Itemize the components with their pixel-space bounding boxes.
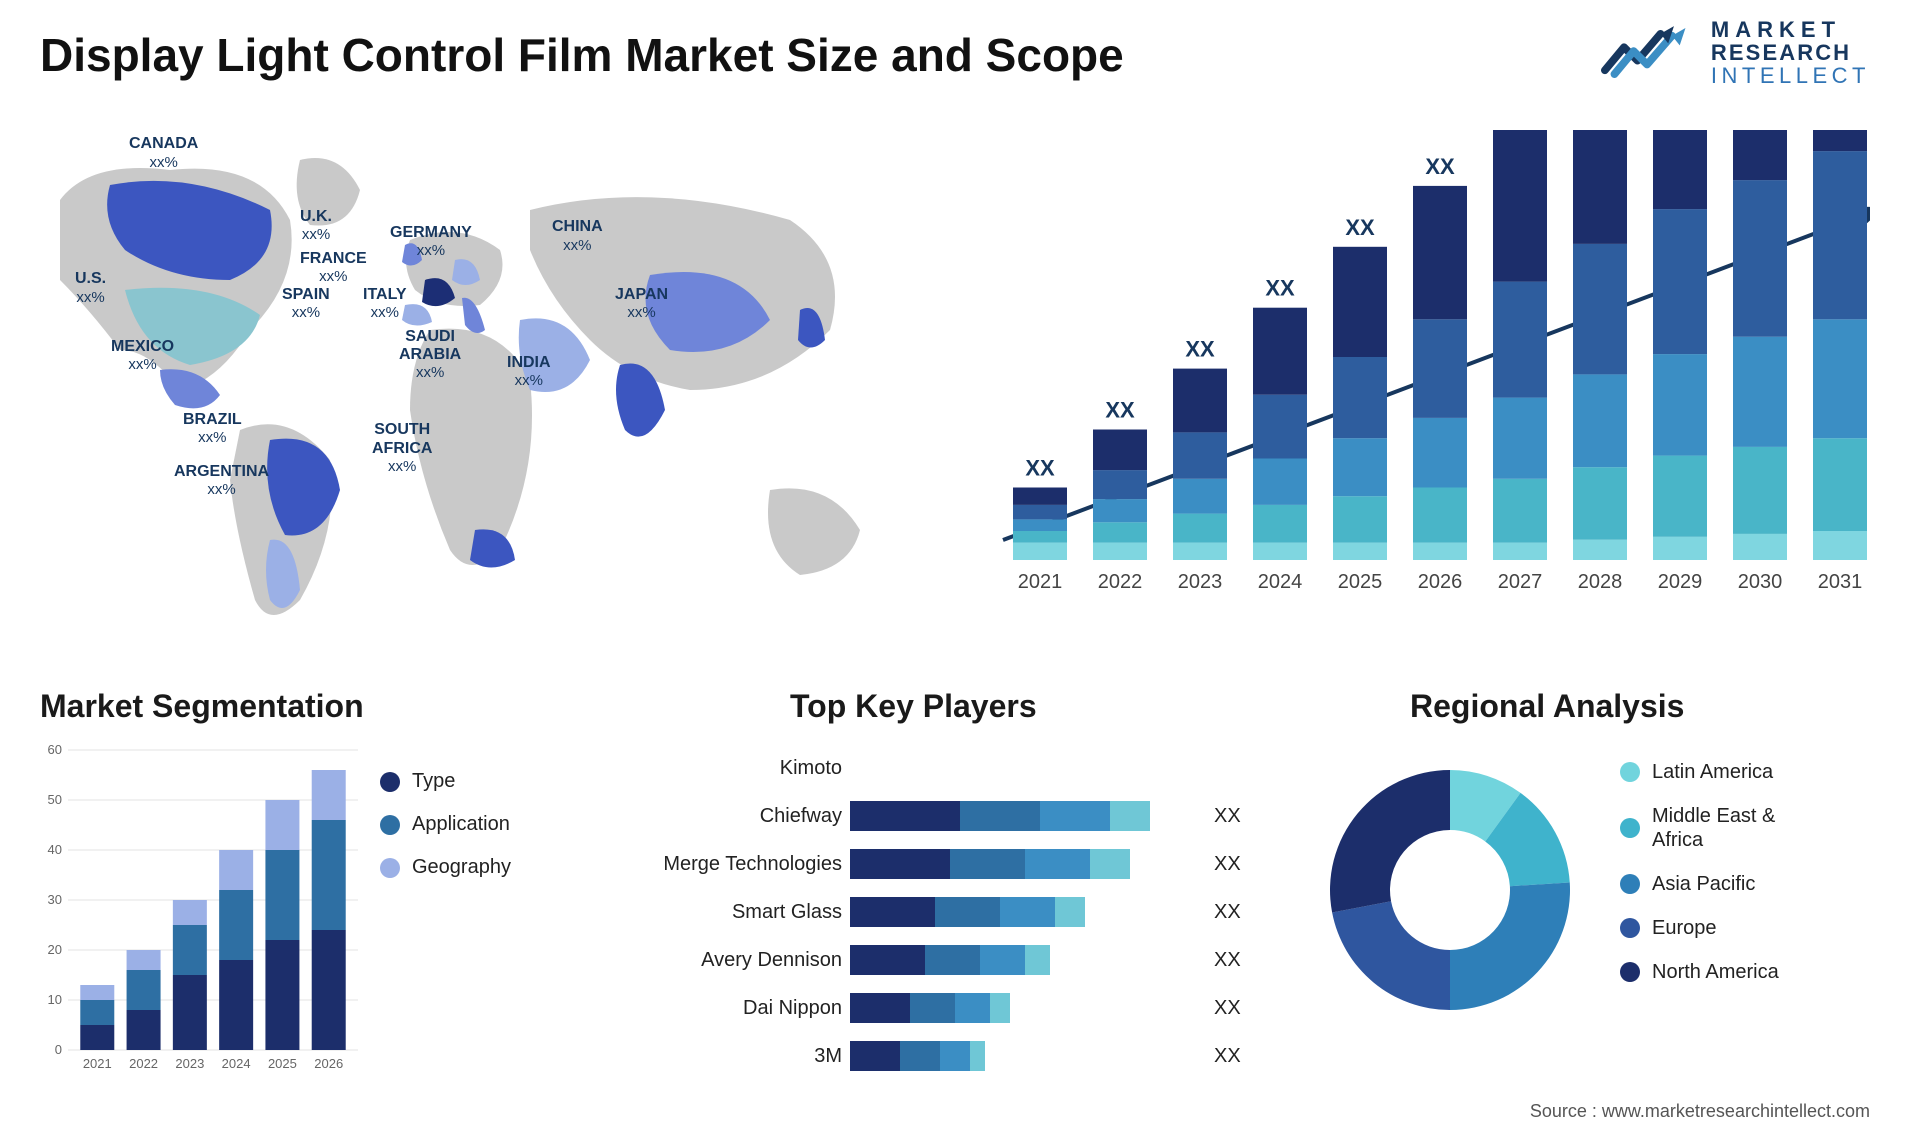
- svg-text:XX: XX: [1265, 276, 1295, 301]
- segmentation-chart: 0 10 20 30 40 50 60 2021 2022 2023 2024 2025 2026: [28, 740, 368, 1080]
- donut-svg: [1300, 740, 1600, 1040]
- svg-text:XX: XX: [1105, 398, 1135, 423]
- svg-text:XX: XX: [1345, 215, 1375, 240]
- svg-text:0: 0: [55, 1042, 62, 1057]
- map-label-india: INDIAxx%: [507, 354, 551, 390]
- svg-text:XX: XX: [1185, 337, 1215, 362]
- world-map: CANADAxx% U.S.xx% MEXICOxx% BRAZILxx% ARGENT…: [30, 130, 930, 650]
- player-row: 3MXX: [640, 1032, 1280, 1080]
- svg-text:50: 50: [48, 792, 62, 807]
- main-chart-svg: XX2021XX2022XX2023XX2024XX2025XX2026XX20…: [970, 130, 1870, 630]
- svg-text:2025: 2025: [268, 1056, 297, 1071]
- seg-legend-application: Application: [380, 813, 580, 836]
- logo-line3: INTELLECT: [1711, 64, 1870, 87]
- svg-text:2021: 2021: [83, 1056, 112, 1071]
- segmentation-header: Market Segmentation: [40, 688, 364, 725]
- brand-logo: MARKET RESEARCH INTELLECT: [1601, 18, 1870, 87]
- regional-legend: Latin America Middle East &Africa Asia Pac…: [1620, 760, 1880, 1004]
- svg-text:40: 40: [48, 842, 62, 857]
- map-label-argentina: ARGENTINAxx%: [174, 463, 269, 499]
- region-legend-item: Latin America: [1620, 760, 1880, 784]
- svg-text:2022: 2022: [1098, 571, 1143, 593]
- logo-line1: MARKET: [1711, 18, 1870, 41]
- page-title: Display Light Control Film Market Size a…: [40, 28, 1124, 82]
- svg-text:20: 20: [48, 942, 62, 957]
- map-label-us: U.S.xx%: [75, 270, 106, 306]
- region-legend-item: North America: [1620, 960, 1880, 984]
- svg-text:2023: 2023: [1178, 571, 1223, 593]
- svg-text:60: 60: [48, 742, 62, 757]
- seg-legend-type: Type: [380, 770, 580, 793]
- players-list: KimotoChiefwayXXMerge TechnologiesXXSmar…: [640, 744, 1280, 1080]
- svg-text:2024: 2024: [1258, 571, 1303, 593]
- player-row: Kimoto: [640, 744, 1280, 792]
- seg-legend-geography: Geography: [380, 856, 580, 879]
- svg-text:2024: 2024: [222, 1056, 251, 1071]
- world-map-svg: [30, 130, 930, 650]
- svg-text:2028: 2028: [1578, 571, 1623, 593]
- map-label-germany: GERMANYxx%: [390, 224, 472, 260]
- map-label-canada: CANADAxx%: [129, 135, 198, 171]
- svg-text:2030: 2030: [1738, 571, 1783, 593]
- svg-text:XX: XX: [1425, 154, 1455, 179]
- main-market-chart: XX2021XX2022XX2023XX2024XX2025XX2026XX20…: [970, 130, 1870, 630]
- svg-text:2021: 2021: [1018, 571, 1063, 593]
- svg-text:2026: 2026: [314, 1056, 343, 1071]
- map-label-safrica: SOUTHAFRICAxx%: [372, 421, 432, 475]
- map-label-uk: U.K.xx%: [300, 208, 332, 244]
- svg-text:2031: 2031: [1818, 571, 1863, 593]
- map-label-italy: ITALYxx%: [363, 286, 407, 322]
- svg-text:2023: 2023: [175, 1056, 204, 1071]
- svg-text:30: 30: [48, 892, 62, 907]
- map-label-saudi: SAUDIARABIAxx%: [399, 328, 461, 382]
- regional-header: Regional Analysis: [1410, 688, 1684, 725]
- svg-text:2029: 2029: [1658, 571, 1703, 593]
- map-label-china: CHINAxx%: [552, 218, 603, 254]
- region-legend-item: Middle East &Africa: [1620, 804, 1880, 852]
- player-row: ChiefwayXX: [640, 792, 1280, 840]
- logo-line2: RESEARCH: [1711, 41, 1870, 64]
- map-label-france: FRANCExx%: [300, 250, 367, 286]
- region-legend-item: Europe: [1620, 916, 1880, 940]
- map-label-spain: SPAINxx%: [282, 286, 330, 322]
- player-row: Merge TechnologiesXX: [640, 840, 1280, 888]
- svg-text:2026: 2026: [1418, 571, 1463, 593]
- svg-text:2027: 2027: [1498, 571, 1543, 593]
- svg-text:2022: 2022: [129, 1056, 158, 1071]
- source-text: Source : www.marketresearchintellect.com: [1530, 1101, 1870, 1122]
- segmentation-svg: 0 10 20 30 40 50 60 2021 2022 2023 2024 2025 2026: [28, 740, 368, 1080]
- svg-text:2025: 2025: [1338, 571, 1383, 593]
- map-label-brazil: BRAZILxx%: [183, 411, 242, 447]
- logo-icon: [1601, 21, 1697, 85]
- svg-text:XX: XX: [1025, 456, 1055, 481]
- player-row: Dai NipponXX: [640, 984, 1280, 1032]
- player-row: Smart GlassXX: [640, 888, 1280, 936]
- player-row: Avery DennisonXX: [640, 936, 1280, 984]
- map-label-japan: JAPANxx%: [615, 286, 668, 322]
- players-header: Top Key Players: [790, 688, 1037, 725]
- svg-text:10: 10: [48, 992, 62, 1007]
- regional-donut: [1300, 740, 1600, 1040]
- region-legend-item: Asia Pacific: [1620, 872, 1880, 896]
- segmentation-legend: Type Application Geography: [380, 770, 580, 899]
- map-label-mexico: MEXICOxx%: [111, 338, 174, 374]
